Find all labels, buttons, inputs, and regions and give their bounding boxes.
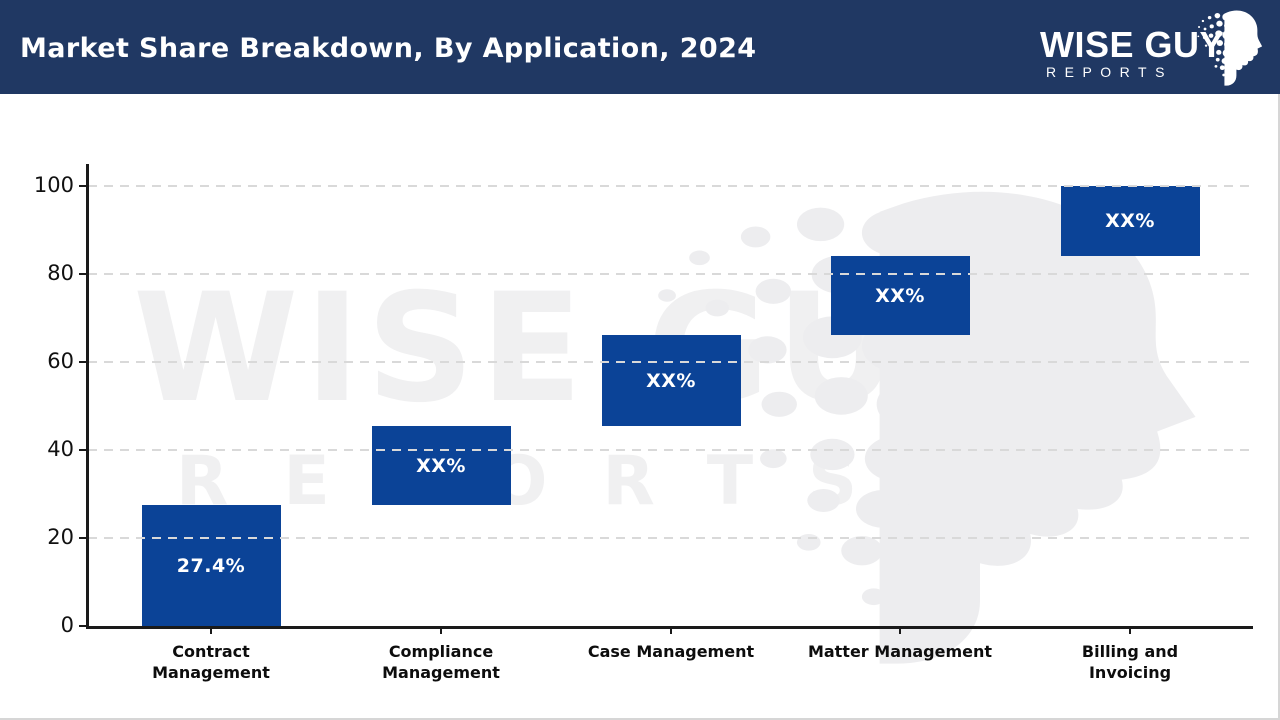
y-tick-label-0: 0 — [60, 613, 74, 637]
y-tick-label-100: 100 — [33, 173, 74, 197]
gridline-100 — [88, 185, 1253, 187]
plot-area: 0 20 40 60 80 100 27.4% Contract Management XX% C… — [34, 164, 1253, 682]
y-tick-100 — [79, 185, 88, 187]
bar-value-label: XX% — [416, 454, 466, 477]
y-tick-80 — [79, 273, 88, 275]
x-tick — [440, 626, 442, 634]
category-label: Billing and Invoicing — [1081, 642, 1179, 682]
watermark-subtext: REPORTS — [176, 442, 913, 521]
bar-segment: XX% — [601, 335, 741, 426]
y-axis-line — [86, 164, 89, 628]
x-tick — [210, 626, 212, 634]
x-tick — [670, 626, 672, 634]
gridline-80 — [88, 273, 1253, 275]
category-label: Case Management — [587, 642, 755, 661]
bar-value-label: XX% — [1105, 210, 1155, 233]
bar-segment: 27.4% — [141, 505, 281, 626]
bar-segment: XX% — [830, 256, 970, 336]
wiseguy-logo: WISE GUY REPORTS — [1012, 4, 1268, 90]
bar-value-label: XX% — [646, 369, 696, 392]
category-label: Contract Management — [152, 642, 270, 682]
head-profile-icon — [1192, 7, 1266, 87]
category-label: Compliance Management — [382, 642, 500, 682]
y-tick-60 — [79, 361, 88, 363]
gridline-60 — [88, 361, 1253, 363]
logo-wordmark: WISE GUY — [1040, 24, 1225, 65]
y-tick-0 — [79, 625, 88, 627]
y-tick-label-80: 80 — [47, 261, 74, 285]
y-tick-40 — [79, 449, 88, 451]
bar-segment: XX% — [371, 425, 511, 506]
y-tick-label-60: 60 — [47, 349, 74, 373]
gridline-20 — [88, 537, 1253, 539]
logo-subtext: REPORTS — [1046, 64, 1173, 80]
header: Market Share Breakdown, By Application, … — [0, 0, 1280, 94]
page-title: Market Share Breakdown, By Application, … — [20, 33, 757, 64]
x-tick — [1129, 626, 1131, 634]
gridline-40 — [88, 449, 1253, 451]
bar-value-label: 27.4% — [176, 554, 246, 577]
bar-value-label: XX% — [875, 284, 925, 307]
y-tick-20 — [79, 537, 88, 539]
bar-segment: XX% — [1060, 186, 1200, 257]
category-label: Matter Management — [807, 642, 993, 661]
x-tick — [899, 626, 901, 634]
y-tick-label-20: 20 — [47, 525, 74, 549]
y-tick-label-40: 40 — [47, 437, 74, 461]
x-axis-line — [86, 626, 1253, 629]
